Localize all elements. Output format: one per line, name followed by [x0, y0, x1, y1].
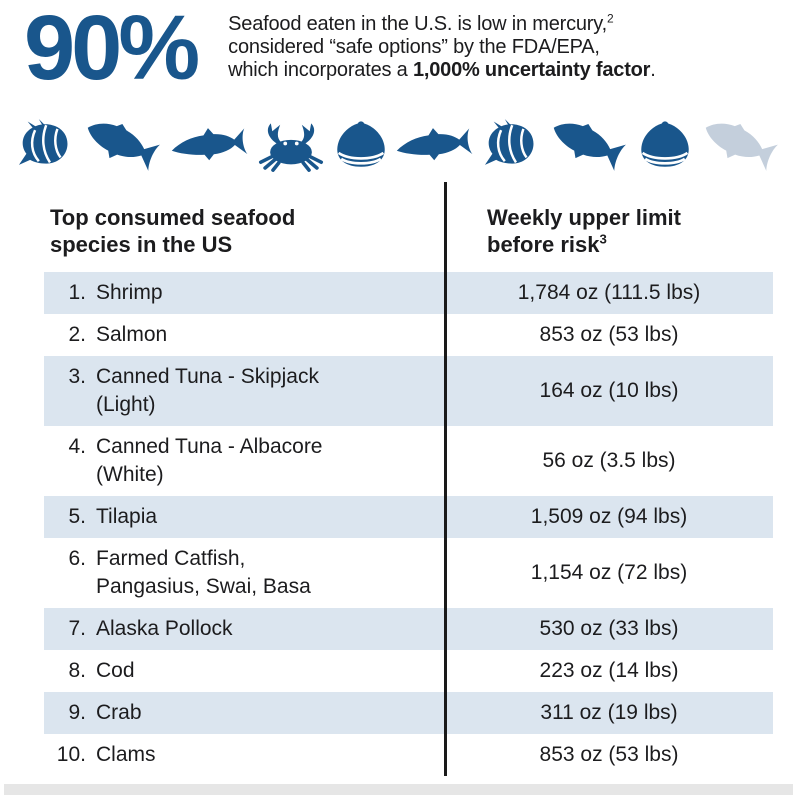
- blurb-line-1: Seafood eaten in the U.S. is low in merc…: [228, 11, 614, 35]
- species-name: Clams: [96, 743, 156, 766]
- table-row: 2. Salmon 853 oz (53 lbs): [44, 314, 773, 356]
- row-rank: 9.: [68, 701, 86, 724]
- col-header-limit: Weekly upper limit before risk3: [487, 205, 681, 257]
- table-row: 7. Alaska Pollock 530 oz (33 lbs): [44, 608, 773, 650]
- species-name: Canned Tuna - Albacore (White): [96, 435, 323, 486]
- stat-90-percent: 90%: [24, 0, 200, 99]
- table-row: 3. Canned Tuna - Skipjack (Light) 164 oz …: [44, 356, 773, 426]
- crab-icon: [255, 119, 327, 172]
- species-name: Cod: [96, 659, 135, 682]
- clam-icon: [332, 120, 390, 170]
- limit-value: 311 oz (19 lbs): [540, 701, 678, 724]
- species-name: Crab: [96, 701, 142, 724]
- limit-value: 530 oz (33 lbs): [539, 617, 679, 640]
- row-rank: 3.: [68, 365, 86, 388]
- row-rank: 7.: [68, 617, 86, 640]
- tuna-icon: [170, 126, 250, 163]
- clam-icon: [636, 120, 694, 170]
- limit-value: 223 oz (14 lbs): [539, 659, 679, 682]
- limit-value: 1,509 oz (94 lbs): [530, 505, 688, 528]
- col-header-species: Top consumed seafood species in the US: [50, 205, 296, 257]
- limit-value: 164 oz (10 lbs): [539, 379, 679, 402]
- table-row: 10. Clams 853 oz (53 lbs): [44, 734, 773, 776]
- salmon-icon: [547, 123, 631, 171]
- seafood-pictogram-row: [0, 102, 797, 178]
- table-row: 1. Shrimp 1,784 oz (111.5 lbs): [44, 272, 773, 314]
- row-rank: 1.: [68, 281, 86, 304]
- species-name: Canned Tuna - Skipjack (Light): [96, 365, 319, 416]
- footnote-2: 2: [606, 11, 614, 26]
- row-rank: 4.: [68, 435, 86, 458]
- table-row: 9. Crab 311 oz (19 lbs): [44, 692, 773, 734]
- species-name: Salmon: [96, 323, 168, 346]
- blurb-line-3: which incorporates a 1,000% uncertainty …: [228, 59, 656, 81]
- species-name: Shrimp: [96, 281, 163, 304]
- limit-value: 1,784 oz (111.5 lbs): [517, 281, 701, 304]
- species-name: Tilapia: [96, 505, 158, 528]
- row-rank: 2.: [68, 323, 86, 346]
- shrimp-icon: [480, 118, 542, 171]
- salmon-icon-muted: [699, 123, 783, 171]
- header-section: 90% Seafood eaten in the U.S. is low in …: [0, 0, 797, 102]
- footnote-3: 3: [599, 231, 607, 247]
- header-blurb: Seafood eaten in the U.S. is low in merc…: [228, 6, 656, 82]
- row-rank: 5.: [68, 505, 86, 528]
- blurb-line-2: considered “safe options” by the FDA/EPA…: [228, 36, 600, 58]
- species-name: Alaska Pollock: [96, 617, 233, 640]
- row-rank: 8.: [68, 659, 86, 682]
- salmon-icon: [81, 123, 165, 171]
- species-name: Farmed Catfish, Pangasius, Swai, Basa: [96, 547, 311, 598]
- table-row: 8. Cod 223 oz (14 lbs): [44, 650, 773, 692]
- bottom-divider-bar: [4, 784, 793, 795]
- uncertainty-factor-emphasis: 1,000% uncertainty factor: [412, 59, 651, 81]
- table-header: Top consumed seafood species in the US W…: [44, 182, 773, 272]
- seafood-limits-table: Top consumed seafood species in the US W…: [0, 182, 797, 776]
- table-row: 4. Canned Tuna - Albacore (White) 56 oz (…: [44, 426, 773, 496]
- row-rank: 10.: [56, 743, 86, 766]
- table-row: 6. Farmed Catfish, Pangasius, Swai, Basa …: [44, 538, 773, 608]
- column-divider: [444, 182, 447, 776]
- limit-value: 853 oz (53 lbs): [539, 743, 679, 766]
- limit-value: 853 oz (53 lbs): [539, 323, 679, 346]
- limit-value: 1,154 oz (72 lbs): [530, 561, 688, 584]
- tuna-icon: [395, 126, 475, 163]
- limit-value: 56 oz (3.5 lbs): [542, 449, 676, 472]
- table-row: 5. Tilapia 1,509 oz (94 lbs): [44, 496, 773, 538]
- shrimp-icon: [14, 118, 76, 171]
- row-rank: 6.: [68, 547, 86, 570]
- table-body: 1. Shrimp 1,784 oz (111.5 lbs) 2. Salmon 8…: [44, 272, 773, 776]
